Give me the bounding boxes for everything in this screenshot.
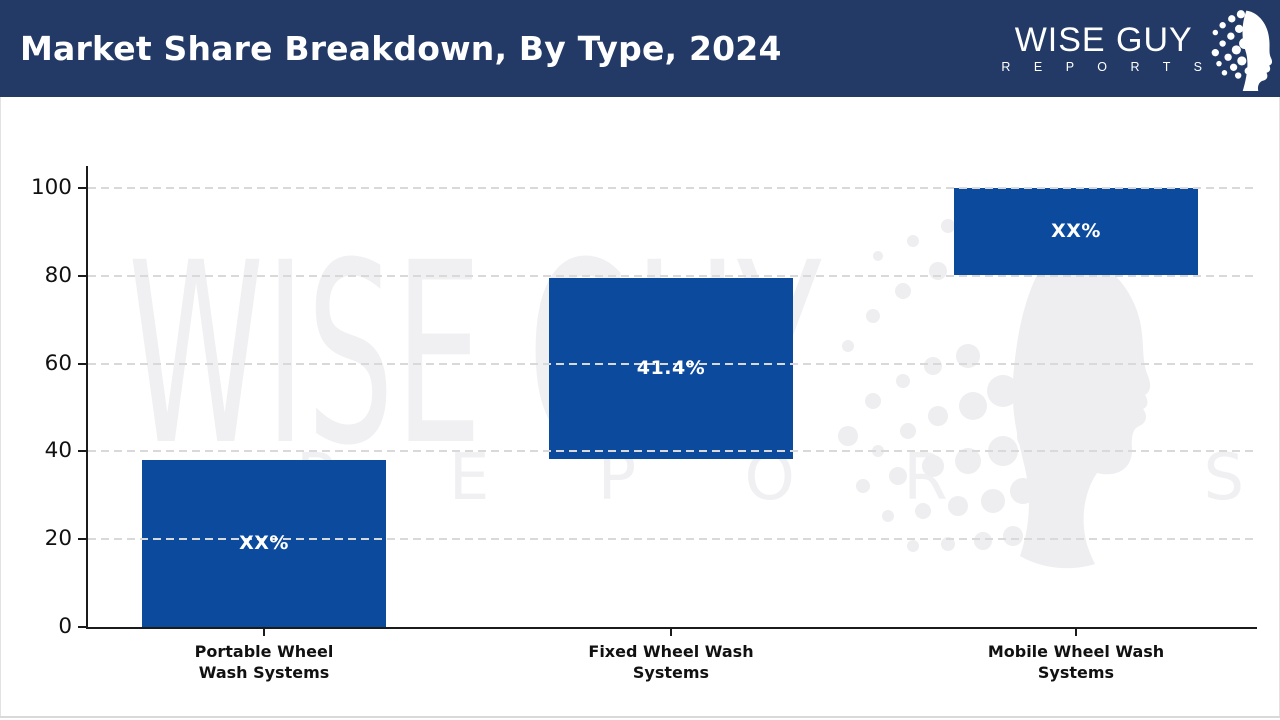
- y-gridline: [88, 362, 1257, 365]
- footer-hairline: [0, 716, 1280, 718]
- y-tick-label: 60: [44, 350, 72, 376]
- y-tick-label: 0: [58, 614, 72, 639]
- header-banner: Market Share Breakdown, By Type, 2024 WI…: [0, 0, 1280, 97]
- y-axis-spine: [86, 166, 88, 629]
- y-tick-mark: [78, 187, 86, 189]
- y-gridline: [88, 450, 1257, 453]
- market-share-bar: [549, 277, 793, 460]
- bar-value-label: 41.4%: [636, 357, 706, 380]
- y-tick-mark: [78, 362, 86, 365]
- y-gridline: [88, 538, 1257, 541]
- y-tick-label: 100: [30, 175, 72, 200]
- x-category-label-line: Portable Wheel: [194, 642, 334, 661]
- x-tick-mark: [263, 629, 265, 636]
- x-category-label: Portable Wheel Wash Systems: [129, 641, 399, 683]
- x-category-label-line: Mobile Wheel Wash: [987, 642, 1165, 661]
- watermark-face-graphic: [838, 208, 1151, 569]
- left-edge-hairline: [0, 97, 1, 716]
- y-gridline: [88, 274, 1257, 277]
- y-tick-label: 20: [44, 526, 72, 552]
- bar-value-label: XX%: [1051, 220, 1101, 243]
- y-tick-label: 40: [44, 438, 72, 464]
- y-gridline: [88, 187, 1257, 189]
- logo-wordmark: WISE GUY: [1014, 21, 1193, 59]
- y-tick-mark: [78, 450, 86, 453]
- x-category-label: Fixed Wheel Wash Systems: [536, 641, 806, 683]
- x-category-label-line: Systems: [632, 663, 710, 682]
- x-tick-mark: [1075, 629, 1077, 636]
- wiseguy-face-icon: [1211, 9, 1272, 91]
- bar-value-label: XX%: [239, 532, 289, 555]
- market-share-bar: [954, 188, 1198, 275]
- x-category-label-line: Fixed Wheel Wash: [588, 642, 754, 661]
- y-tick-mark: [78, 274, 86, 277]
- x-axis-spine: [86, 627, 1257, 629]
- logo-subtext: R E P O R T S: [1001, 60, 1212, 74]
- x-tick-mark: [670, 629, 672, 636]
- y-tick-label: 80: [44, 262, 72, 288]
- chart-title: Market Share Breakdown, By Type, 2024: [20, 29, 782, 68]
- x-category-label: Mobile Wheel Wash Systems: [941, 641, 1211, 683]
- x-category-label-line: Systems: [1037, 663, 1115, 682]
- market-share-bar: [142, 459, 386, 627]
- y-tick-mark: [78, 538, 86, 541]
- wiseguy-logo: WISE GUY R E P O R T S: [995, 6, 1272, 92]
- x-category-label-line: Wash Systems: [198, 663, 330, 682]
- y-tick-mark: [78, 626, 86, 628]
- wiseguy-logo-text: WISE GUY R E P O R T S: [995, 23, 1212, 74]
